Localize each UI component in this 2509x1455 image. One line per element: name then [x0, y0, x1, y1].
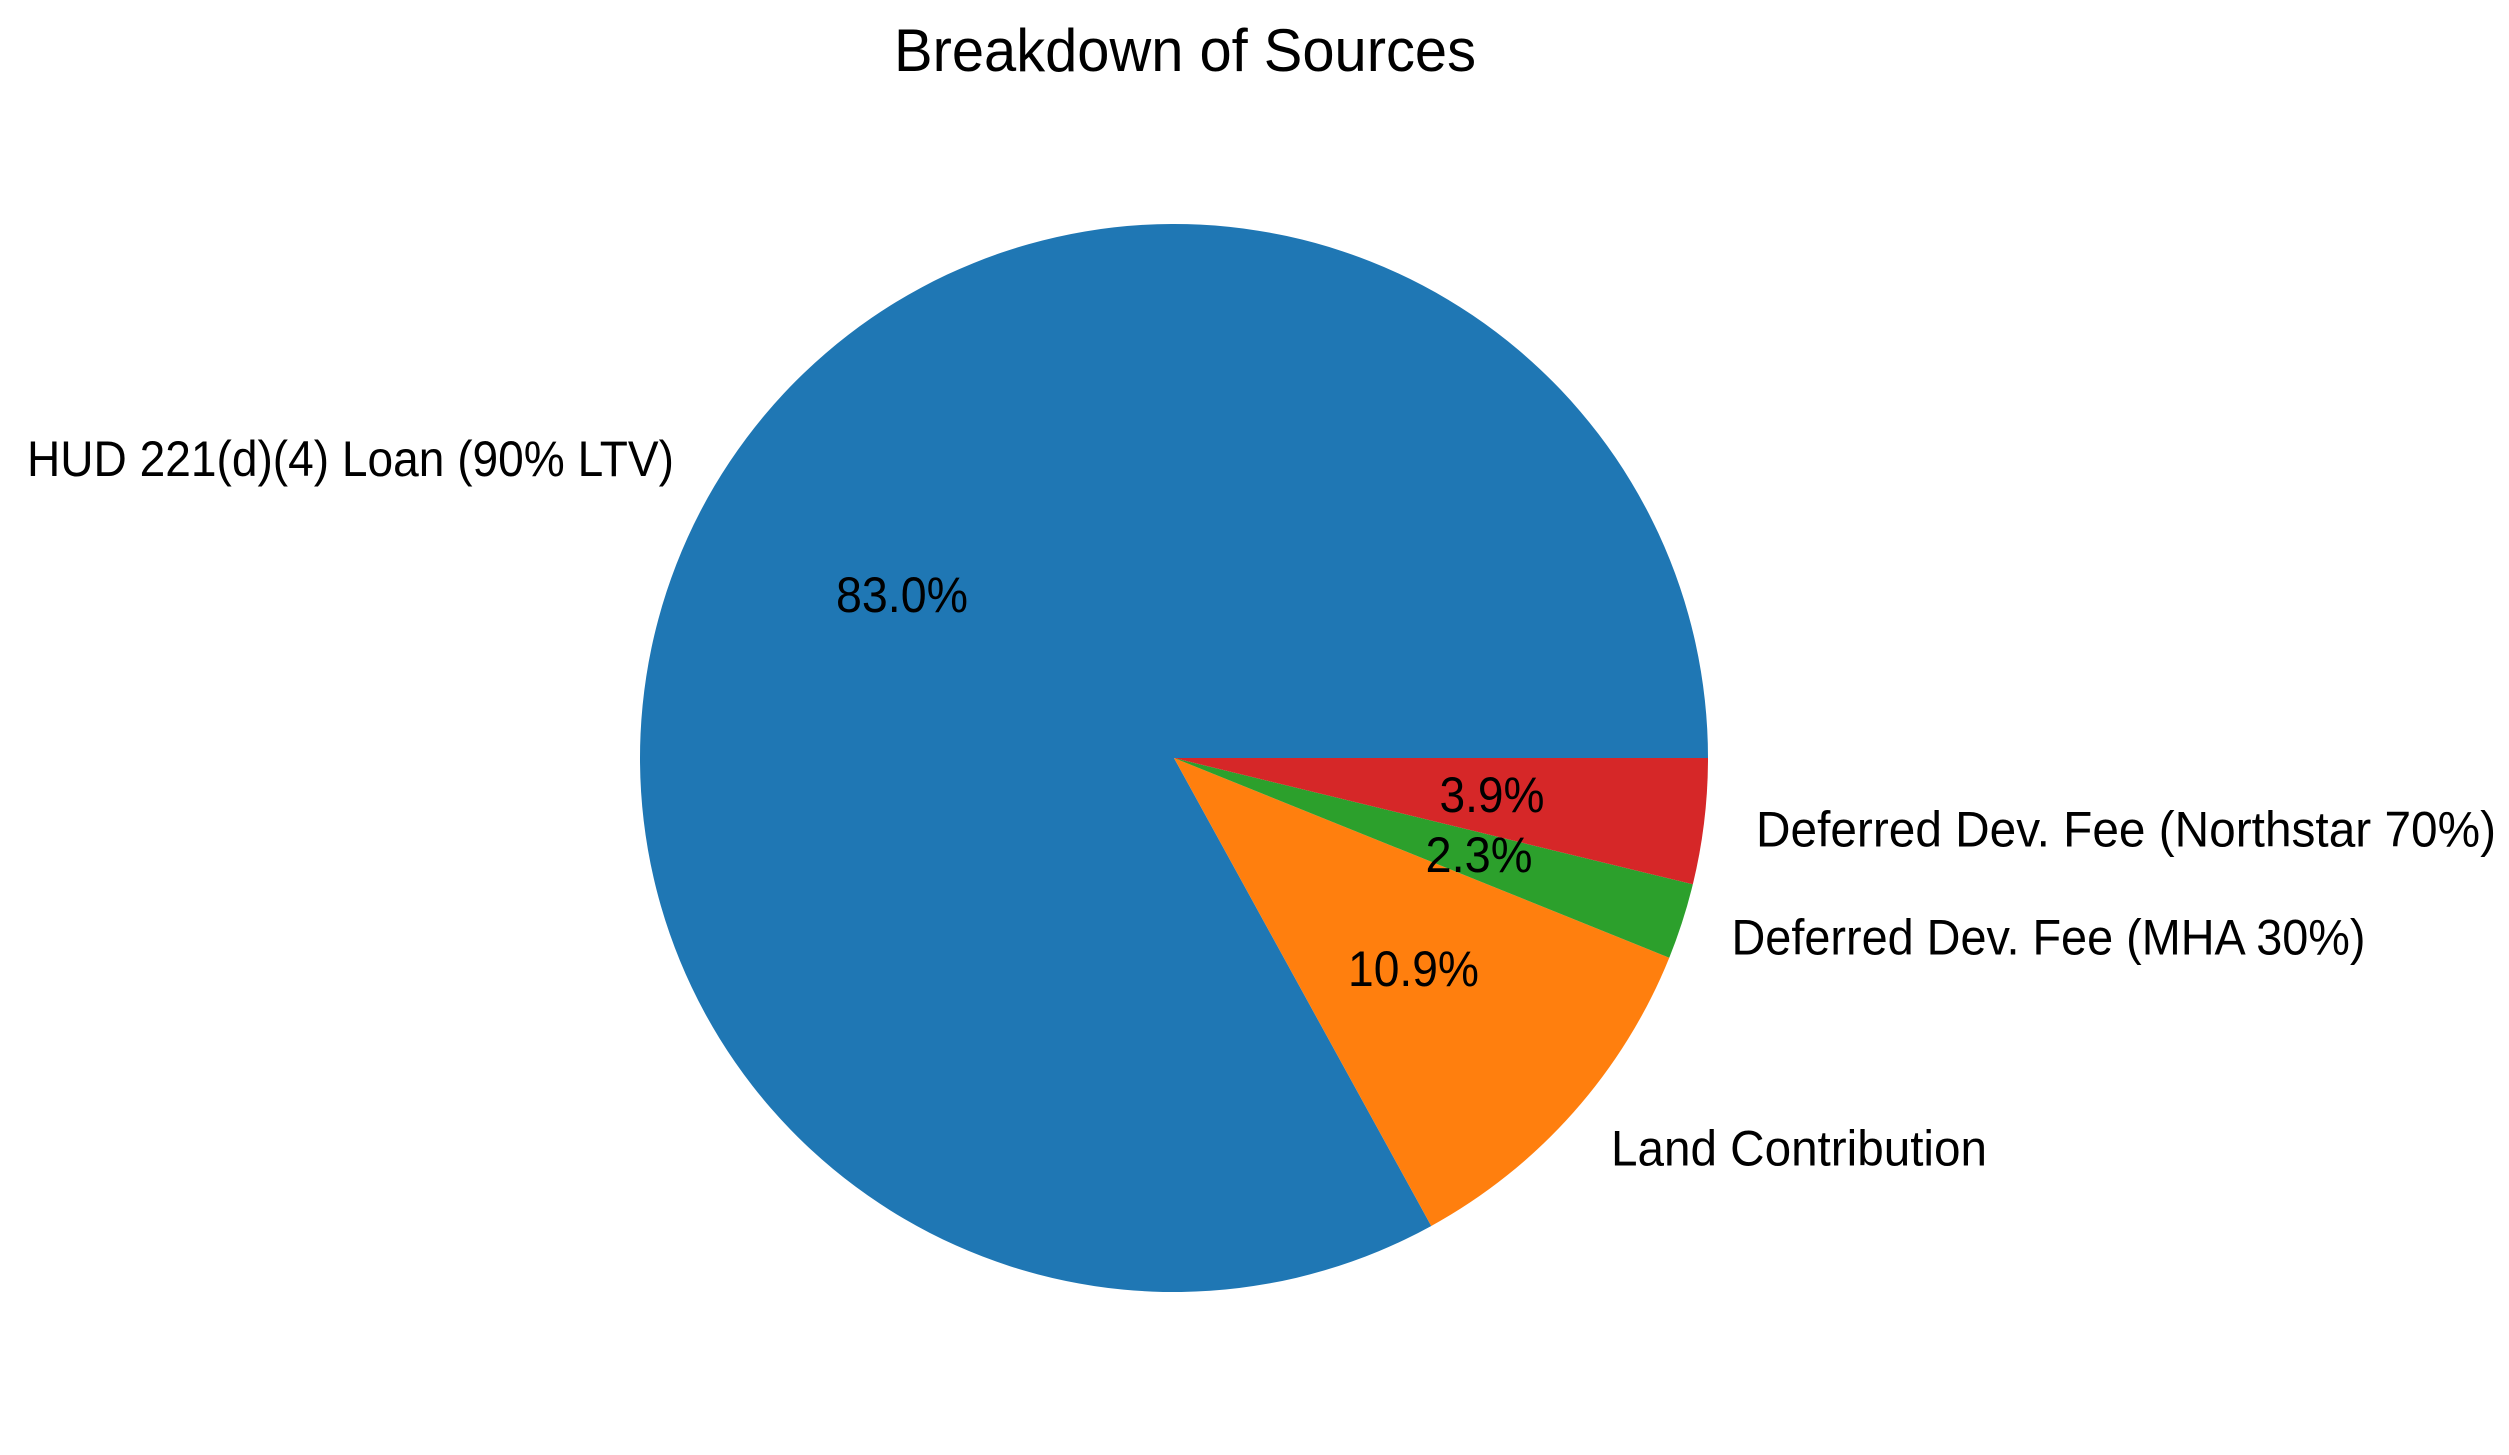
svg-text:2.3%: 2.3% — [1426, 827, 1533, 883]
svg-text:Breakdown of Sources: Breakdown of Sources — [894, 17, 1476, 84]
svg-text:Deferred Dev. Fee (Northstar 7: Deferred Dev. Fee (Northstar 70%) — [1756, 802, 2496, 858]
svg-text:3.9%: 3.9% — [1440, 767, 1545, 823]
svg-text:Land Contribution: Land Contribution — [1611, 1121, 1987, 1177]
svg-text:83.0%: 83.0% — [836, 567, 968, 623]
svg-text:HUD 221(d)(4) Loan (90% LTV): HUD 221(d)(4) Loan (90% LTV) — [27, 431, 674, 487]
svg-text:Deferred Dev. Fee (MHA 30%): Deferred Dev. Fee (MHA 30%) — [1732, 910, 2366, 966]
svg-text:10.9%: 10.9% — [1348, 941, 1479, 997]
